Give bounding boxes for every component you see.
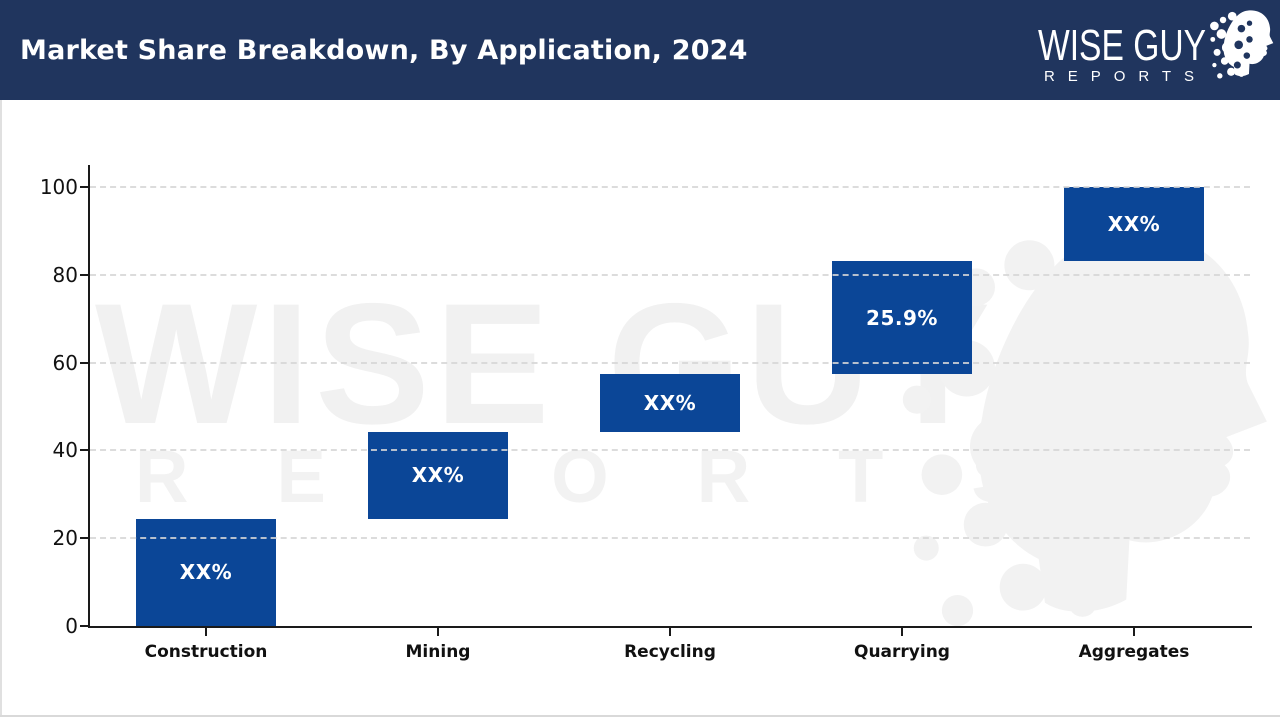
y-tick-60 [80,361,89,364]
logo-face-icon [1210,10,1274,79]
bar-value-label: XX% [643,391,697,416]
x-tick-0 [205,628,207,636]
wiseguy-logo: WISE GUY REPORTS [1038,10,1274,85]
x-category-label-quarrying: Quarrying [854,642,950,662]
y-tick-100 [80,185,89,188]
bar-quarrying: 25.9% [832,260,972,375]
logo-reports: REPORTS [1044,68,1194,85]
bar-mining: XX% [368,431,508,519]
page-bottom-border [0,715,1280,717]
x-tick-3 [901,628,903,636]
y-axis-line [88,165,90,628]
y-tick-label-0: 0 [65,614,78,638]
bar-aggregates: XX% [1064,186,1204,261]
bar-value-label: XX% [411,463,465,488]
page-left-border [0,100,2,716]
gridline-80 [90,273,1250,276]
bar-recycling: XX% [600,374,740,432]
x-category-label-aggregates: Aggregates [1078,642,1190,662]
header: Market Share Breakdown, By Application, … [0,0,1280,100]
y-tick-label-80: 80 [52,262,78,287]
gridline-20 [90,537,1250,540]
x-category-label-recycling: Recycling [624,642,716,662]
watermark-reports: REPORTS [135,435,1109,518]
bar-value-label: 25.9% [866,305,938,330]
page-title: Market Share Breakdown, By Application, … [20,34,748,66]
x-axis-line [88,626,1252,628]
bar-construction: XX% [136,518,276,626]
y-tick-label-20: 20 [52,526,78,551]
y-tick-label-60: 60 [52,350,78,375]
y-tick-20 [80,537,89,540]
plot-area: 0 20 40 60 80 100 XX% Construction XX% Mining XX% R… [40,165,1252,662]
bar-value-label: XX% [179,560,233,585]
y-tick-label-100: 100 [39,174,78,199]
bar-value-label: XX% [1107,211,1161,236]
x-tick-2 [669,628,671,636]
x-category-label-construction: Construction [144,642,268,662]
chart-area: WISE GUY REPORTS 0 20 40 60 80 100 XX% Construc… [0,100,1280,718]
gridline-60 [90,361,1250,364]
y-tick-label-40: 40 [52,438,78,463]
gridline-100 [90,185,1250,188]
x-category-label-mining: Mining [405,642,471,662]
gridline-40 [90,449,1250,452]
x-tick-4 [1133,628,1135,636]
y-tick-0 [80,625,89,627]
y-tick-80 [80,273,89,276]
logo-wordmark: WISE GUY [1038,21,1206,70]
x-tick-1 [437,628,439,636]
y-tick-40 [80,449,89,452]
